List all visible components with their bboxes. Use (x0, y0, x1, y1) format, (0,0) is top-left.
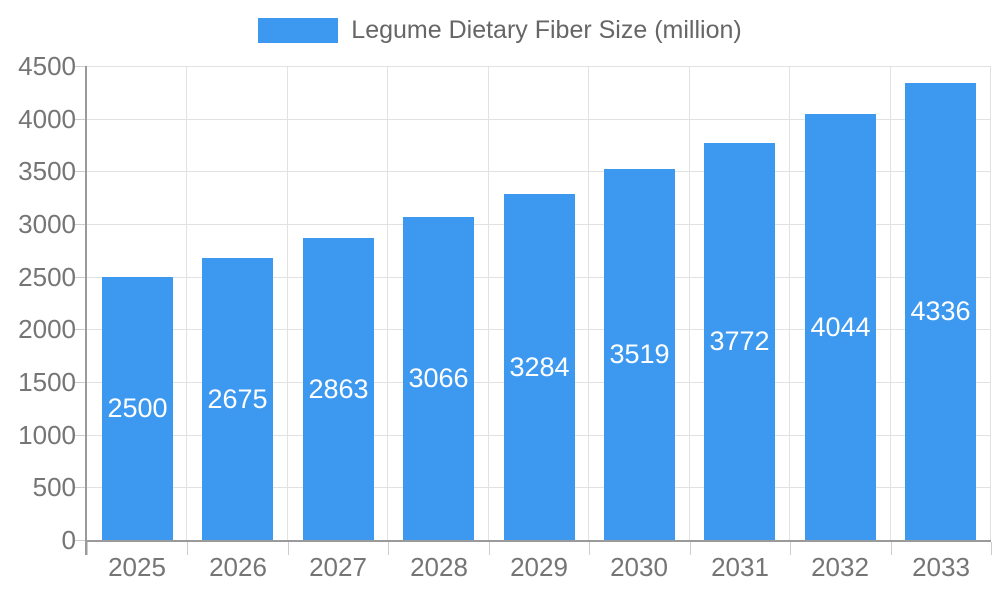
y-axis-tick (75, 66, 85, 67)
x-axis-tick (991, 542, 992, 555)
h-gridline (87, 119, 991, 120)
bar[interactable]: 2500 (102, 276, 173, 540)
x-axis-label: 2033 (912, 552, 970, 582)
v-gridline (488, 66, 489, 540)
y-axis-label: 500 (32, 472, 76, 502)
h-gridline (87, 171, 991, 172)
y-axis-tick (75, 329, 85, 330)
v-gridline (186, 66, 187, 540)
x-axis-tick (388, 542, 389, 555)
y-axis-label: 2500 (18, 262, 76, 292)
legend-label: Legume Dietary Fiber Size (million) (351, 16, 742, 44)
x-axis-tick (187, 542, 188, 555)
x-axis-label: 2028 (410, 552, 468, 582)
x-axis-tick (87, 542, 88, 555)
v-gridline (287, 66, 288, 540)
y-axis-tick (75, 435, 85, 436)
plot-area: 2500 2675 2863 3066 3284 3519 3772 4044 4336 (87, 66, 991, 540)
y-axis-tick (75, 171, 85, 172)
y-axis-tick (75, 487, 85, 488)
bar-value-label: 4044 (810, 311, 871, 342)
x-axis-label: 2031 (711, 552, 769, 582)
v-gridline (990, 66, 991, 540)
bar-value-label: 3772 (709, 325, 770, 356)
x-axis-label: 2027 (309, 552, 367, 582)
y-axis-tick (75, 119, 85, 120)
x-axis-label: 2029 (510, 552, 568, 582)
h-gridline (87, 66, 991, 67)
bar-value-label: 4336 (910, 296, 971, 327)
y-axis-label: 3000 (18, 209, 76, 239)
bar-value-label: 3066 (408, 363, 469, 394)
v-gridline (588, 66, 589, 540)
y-axis-label: 1500 (18, 367, 76, 397)
v-gridline (689, 66, 690, 540)
x-axis-label: 2025 (108, 552, 166, 582)
x-axis-tick (790, 542, 791, 555)
bar[interactable]: 3284 (504, 194, 575, 540)
legend-swatch (258, 17, 339, 43)
bar-value-label: 2675 (207, 383, 268, 414)
y-axis-tick (75, 540, 85, 541)
v-gridline (387, 66, 388, 540)
bar[interactable]: 3519 (604, 169, 675, 540)
y-axis-tick (75, 277, 85, 278)
y-axis-label: 3500 (18, 156, 76, 186)
bar-value-label: 3284 (509, 351, 570, 382)
bar[interactable]: 3066 (403, 217, 474, 540)
legend[interactable]: Legume Dietary Fiber Size (million) (0, 16, 1000, 44)
y-axis-line (85, 66, 87, 555)
bar-value-label: 2500 (107, 392, 168, 423)
x-axis-tick (589, 542, 590, 555)
bar[interactable]: 2675 (202, 258, 273, 540)
x-axis-tick (891, 542, 892, 555)
x-axis-tick (690, 542, 691, 555)
x-axis-tick (288, 542, 289, 555)
v-gridline (789, 66, 790, 540)
x-axis-label: 2030 (610, 552, 668, 582)
y-axis-label: 4500 (18, 51, 76, 81)
bar[interactable]: 2863 (303, 238, 374, 540)
y-axis-tick (75, 382, 85, 383)
x-axis-label: 2026 (209, 552, 267, 582)
y-axis-label: 2000 (18, 314, 76, 344)
v-gridline (890, 66, 891, 540)
x-axis-line (85, 540, 991, 542)
y-axis-label: 0 (61, 525, 76, 555)
bar-value-label: 2863 (308, 373, 369, 404)
bar[interactable]: 3772 (704, 142, 775, 540)
x-axis-label: 2032 (811, 552, 869, 582)
bar[interactable]: 4044 (805, 114, 876, 540)
bar-value-label: 3519 (609, 339, 670, 370)
y-axis-tick (75, 224, 85, 225)
y-axis-label: 1000 (18, 420, 76, 450)
x-axis-tick (489, 542, 490, 555)
y-axis-label: 4000 (18, 104, 76, 134)
bar[interactable]: 4336 (905, 83, 976, 540)
